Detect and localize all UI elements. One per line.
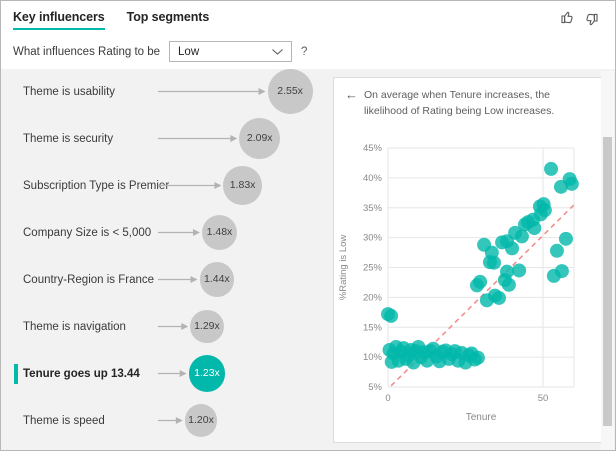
arrow-icon (158, 88, 266, 95)
scatter-point[interactable] (514, 229, 529, 244)
arrow-icon (158, 229, 200, 236)
scatter-point[interactable] (500, 264, 515, 279)
selected-indicator (14, 364, 18, 384)
scatter-point[interactable] (549, 243, 564, 258)
scatter-point[interactable] (501, 277, 516, 292)
arrow-icon (158, 370, 187, 377)
influencer-list: Theme is usability 2.55x Theme is security… (1, 68, 333, 452)
target-value-dropdown[interactable]: Low (169, 41, 293, 62)
y-tick-label: 5% (368, 382, 382, 393)
influencer-label: Theme is security (23, 132, 114, 145)
y-axis-title: %Rating is Low (338, 235, 349, 301)
influencer-bubble[interactable]: 2.55x (267, 68, 313, 115)
tab-bar: Key influencers Top segments (13, 10, 209, 30)
arrow-icon (158, 417, 183, 424)
thumbs-down-icon[interactable] (583, 12, 599, 28)
influencer-label: Theme is navigation (23, 320, 126, 333)
scatter-point[interactable] (512, 263, 527, 278)
scatter-point[interactable] (527, 221, 542, 236)
scatter-point[interactable] (564, 176, 579, 191)
back-button[interactable]: ← (345, 87, 358, 102)
influencer-row[interactable]: Subscription Type is Premier 1.83x (1, 162, 333, 209)
scatter-point[interactable] (473, 274, 488, 289)
influencer-bubble[interactable]: 1.29x (190, 309, 224, 344)
scatter-point[interactable] (544, 161, 559, 176)
y-tick-label: 45% (363, 143, 383, 154)
influencer-row[interactable]: Tenure goes up 13.44 1.23x (1, 350, 333, 397)
scrollbar-thumb[interactable] (603, 137, 612, 426)
scatter-point[interactable] (505, 241, 519, 256)
influencer-label: Subscription Type is Premier (23, 179, 170, 192)
y-tick-label: 20% (363, 292, 383, 303)
y-tick-label: 15% (363, 322, 383, 333)
influencer-label: Country-Region is France (23, 273, 155, 286)
x-tick-label: 0 (385, 393, 390, 404)
influencer-bubble[interactable]: 2.09x (239, 118, 281, 159)
x-axis-title: Tenure (466, 412, 497, 423)
chevron-down-icon (272, 48, 283, 55)
thumbs-up-icon[interactable] (560, 9, 576, 28)
influencer-bubble[interactable]: 1.44x (199, 262, 235, 297)
dropdown-selected-value: Low (178, 45, 200, 58)
influencer-bubble[interactable]: 1.23x (188, 355, 226, 392)
influencer-bubble[interactable]: 1.48x (201, 214, 237, 250)
visual-header: Key influencers Top segments What influe… (1, 1, 615, 69)
influencer-row[interactable]: Theme is usability 2.55x (1, 68, 333, 115)
tab-key-influencers[interactable]: Key influencers (13, 10, 105, 30)
scatter-point[interactable] (537, 203, 552, 218)
influencer-label: Company Size is < 5,000 (23, 226, 152, 239)
help-button[interactable]: ? (301, 45, 308, 58)
y-tick-label: 40% (363, 173, 383, 184)
scatter-point[interactable] (384, 308, 399, 323)
y-tick-label: 10% (363, 352, 383, 363)
influencer-row[interactable]: Theme is navigation 1.29x (1, 303, 333, 350)
influencer-bubble[interactable]: 1.20x (184, 404, 218, 437)
influencer-bubble[interactable]: 1.83x (223, 166, 262, 205)
scatter-point[interactable] (491, 290, 506, 305)
arrow-icon (158, 182, 222, 189)
arrow-icon (158, 135, 238, 142)
influencer-row[interactable]: Company Size is < 5,000 1.48x (1, 209, 333, 256)
scatter-point[interactable] (487, 255, 502, 270)
detail-card: ← On average when Tenure increases, the … (333, 77, 602, 443)
scatter-plot[interactable]: 45% 40% 35% 30% 25% 20% 15% 10% 5%0 50 Tenure %Rati… (334, 132, 603, 438)
chart-description: On average when Tenure increases, the li… (364, 89, 555, 117)
scatter-point[interactable] (558, 231, 573, 246)
y-tick-label: 30% (363, 233, 383, 244)
x-tick-label: 50 (538, 393, 549, 404)
arrow-icon (158, 276, 198, 283)
scatter-point[interactable] (554, 264, 569, 279)
influencer-row[interactable]: Theme is security 2.09x (1, 115, 333, 162)
y-tick-label: 25% (363, 263, 383, 274)
y-tick-label: 35% (363, 203, 383, 214)
influencer-row[interactable]: Theme is speed 1.20x (1, 397, 333, 444)
feedback-buttons (560, 9, 599, 28)
influencer-label: Theme is usability (23, 85, 116, 98)
arrow-icon (158, 323, 189, 330)
influencer-label: Theme is speed (23, 414, 105, 427)
tab-top-segments[interactable]: Top segments (126, 10, 210, 24)
influencer-label: Tenure goes up 13.44 (23, 367, 140, 380)
influencer-row[interactable]: Country-Region is France 1.44x (1, 256, 333, 303)
scatter-point[interactable] (470, 350, 485, 365)
question-label: What influences Rating to be (13, 45, 161, 58)
